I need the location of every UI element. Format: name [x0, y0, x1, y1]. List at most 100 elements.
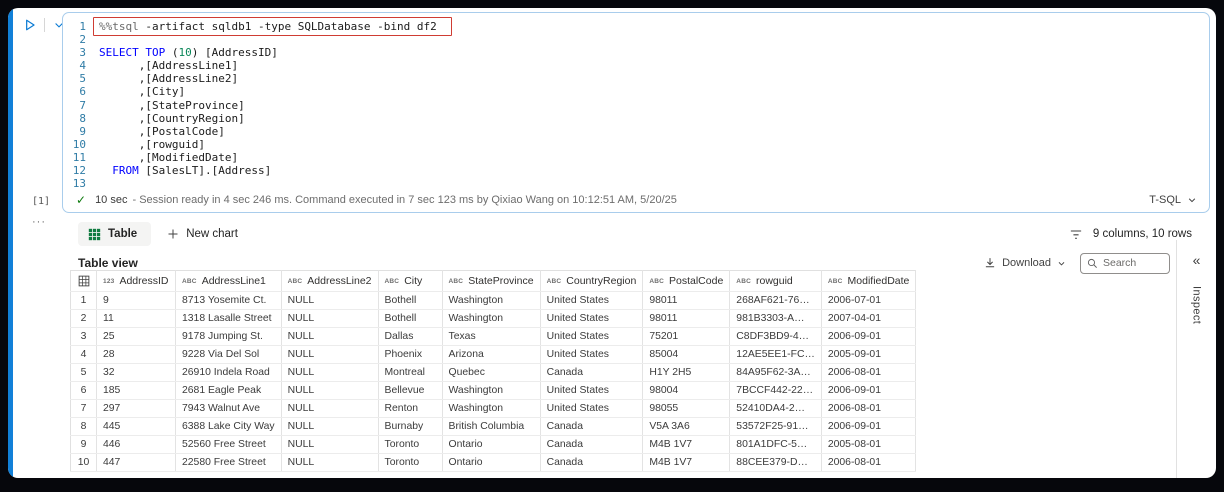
- code-text: ,[AddressLine2]: [99, 72, 239, 86]
- grid-header-row: 123 AddressID ABC AddressLine1 ABC AddressLin…: [70, 270, 917, 292]
- column-header-StateProvince[interactable]: ABC StateProvince: [442, 270, 541, 292]
- code-lines[interactable]: 1 %%tsql -artifact sqldb1 -type SQLDataba…: [63, 13, 1209, 190]
- line-number: 12: [72, 164, 86, 178]
- row-number: 7: [70, 399, 97, 418]
- code-text: [99, 33, 106, 46]
- tab-table-label: Table: [108, 228, 138, 240]
- table-cell: 75201: [642, 327, 731, 346]
- line-number: 11: [72, 150, 86, 164]
- column-name: CountryRegion: [566, 275, 637, 287]
- collapse-panel-icon[interactable]: «: [1192, 252, 1201, 268]
- column-name: City: [404, 275, 423, 287]
- table-cell: Burnaby: [378, 417, 443, 436]
- cell-selection-accent-bar: [8, 8, 13, 478]
- table-icon: [78, 275, 89, 286]
- column-type-icon: ABC: [649, 278, 664, 285]
- run-cell-button[interactable]: [21, 16, 39, 34]
- code-line[interactable]: 7 ,[StateProvince]: [63, 99, 1209, 112]
- column-header-City[interactable]: ABC City: [378, 270, 443, 292]
- table-cell: 2006-09-01: [821, 327, 917, 346]
- new-chart-button[interactable]: New chart: [167, 228, 238, 240]
- table-row[interactable]: 4 28 9228 Via Del Sol NULL Phoenix Arizona Uni…: [70, 345, 917, 364]
- table-row[interactable]: 3 25 9178 Jumping St. NULL Dallas Texas United…: [70, 327, 917, 346]
- code-line[interactable]: 8 ,[CountryRegion]: [63, 112, 1209, 125]
- search-input[interactable]: [1103, 257, 1161, 269]
- grid-corner-cell[interactable]: [70, 270, 97, 292]
- table-cell: United States: [540, 381, 644, 400]
- run-options-chevron-down-icon[interactable]: [50, 16, 68, 34]
- download-button[interactable]: Download: [984, 257, 1066, 269]
- table-row[interactable]: 1 9 8713 Yosemite Ct. NULL Bothell Washington…: [70, 291, 917, 310]
- table-cell: 2681 Eagle Peak: [175, 381, 282, 400]
- code-line[interactable]: 10 ,[rowguid]: [63, 138, 1209, 151]
- table-cell: 98055: [642, 399, 731, 418]
- table-row[interactable]: 8 445 6388 Lake City Way NULL Burnaby British…: [70, 417, 917, 436]
- table-row[interactable]: 10 447 22580 Free Street NULL Toronto Ontario…: [70, 453, 917, 472]
- table-cell: 981B3303-A…: [729, 309, 822, 328]
- table-row[interactable]: 2 11 1318 Lasalle Street NULL Bothell Washing…: [70, 309, 917, 328]
- table-row[interactable]: 9 446 52560 Free Street NULL Toronto Ontario C…: [70, 435, 917, 454]
- table-cell: NULL: [281, 399, 379, 418]
- column-header-CountryRegion[interactable]: ABC CountryRegion: [540, 270, 644, 292]
- more-actions-icon[interactable]: ···: [32, 216, 46, 228]
- code-line[interactable]: 6 ,[City]: [63, 85, 1209, 98]
- table-cell: 2006-07-01: [821, 291, 917, 310]
- table-cell: Canada: [540, 417, 644, 436]
- column-header-rowguid[interactable]: ABC rowguid: [729, 270, 822, 292]
- code-line[interactable]: 9 ,[PostalCode]: [63, 125, 1209, 138]
- table-cell: 2007-04-01: [821, 309, 917, 328]
- line-number: 3: [79, 46, 86, 60]
- table-cell: United States: [540, 345, 644, 364]
- column-type-icon: ABC: [736, 278, 751, 285]
- table-cell: Canada: [540, 453, 644, 472]
- code-line[interactable]: 2: [63, 33, 1209, 46]
- code-line[interactable]: 11 ,[ModifiedDate]: [63, 151, 1209, 164]
- row-number: 3: [70, 327, 97, 346]
- code-text: ,[rowguid]: [99, 137, 205, 151]
- result-summary-label: 9 columns, 10 rows: [1092, 228, 1192, 240]
- language-selector[interactable]: T-SQL: [1149, 194, 1197, 206]
- table-row[interactable]: 7 297 7943 Walnut Ave NULL Renton Washington U…: [70, 399, 917, 418]
- code-cell[interactable]: 1 %%tsql -artifact sqldb1 -type SQLDataba…: [62, 12, 1210, 213]
- table-cell: 98011: [642, 309, 731, 328]
- table-cell: NULL: [281, 291, 379, 310]
- column-name: ModifiedDate: [847, 275, 910, 287]
- table-row[interactable]: 5 32 26910 Indela Road NULL Montreal Quebec Ca…: [70, 363, 917, 382]
- table-cell: NULL: [281, 345, 379, 364]
- table-cell: 7943 Walnut Ave: [175, 399, 282, 418]
- tab-table[interactable]: Table: [78, 222, 152, 246]
- table-cell: United States: [540, 309, 644, 328]
- code-line[interactable]: 12 FROM [SalesLT].[Address]: [63, 164, 1209, 177]
- column-header-PostalCode[interactable]: ABC PostalCode: [642, 270, 731, 292]
- column-header-ModifiedDate[interactable]: ABC ModifiedDate: [821, 270, 917, 292]
- table-cell: 25: [96, 327, 176, 346]
- filter-icon[interactable]: [1069, 228, 1083, 240]
- code-line[interactable]: 4 ,[AddressLine1]: [63, 59, 1209, 72]
- table-cell: 85004: [642, 345, 731, 364]
- column-type-icon: ABC: [182, 278, 197, 285]
- table-cell: 52560 Free Street: [175, 435, 282, 454]
- table-cell: 801A1DFC-5…: [729, 435, 822, 454]
- column-name: PostalCode: [669, 275, 724, 287]
- code-text: FROM [SalesLT].[Address]: [112, 164, 272, 178]
- code-text: ,[ModifiedDate]: [99, 150, 239, 164]
- code-line[interactable]: 1 %%tsql -artifact sqldb1 -type SQLDataba…: [63, 17, 1209, 37]
- code-text: ,[PostalCode]: [99, 124, 225, 138]
- execution-count: [1]: [32, 196, 51, 207]
- column-name: AddressLine2: [307, 275, 372, 287]
- column-header-AddressLine1[interactable]: ABC AddressLine1: [175, 270, 282, 292]
- table-cell: 185: [96, 381, 176, 400]
- table-cell: Dallas: [378, 327, 443, 346]
- column-header-AddressLine2[interactable]: ABC AddressLine2: [281, 270, 379, 292]
- code-line[interactable]: 13: [63, 177, 1209, 190]
- table-row[interactable]: 6 185 2681 Eagle Peak NULL Bellevue Washingto…: [70, 381, 917, 400]
- inspect-tab[interactable]: Inspect: [1190, 286, 1203, 325]
- line-number: 9: [79, 124, 86, 138]
- table-cell: M4B 1V7: [642, 453, 731, 472]
- table-cell: 88CEE379-D…: [729, 453, 822, 472]
- column-type-icon: ABC: [287, 278, 303, 285]
- column-header-AddressID[interactable]: 123 AddressID: [96, 270, 176, 292]
- search-box[interactable]: [1080, 252, 1170, 274]
- code-line[interactable]: 5 ,[AddressLine2]: [63, 72, 1209, 85]
- code-line[interactable]: 3 SELECT TOP (10) [AddressID]: [63, 46, 1209, 59]
